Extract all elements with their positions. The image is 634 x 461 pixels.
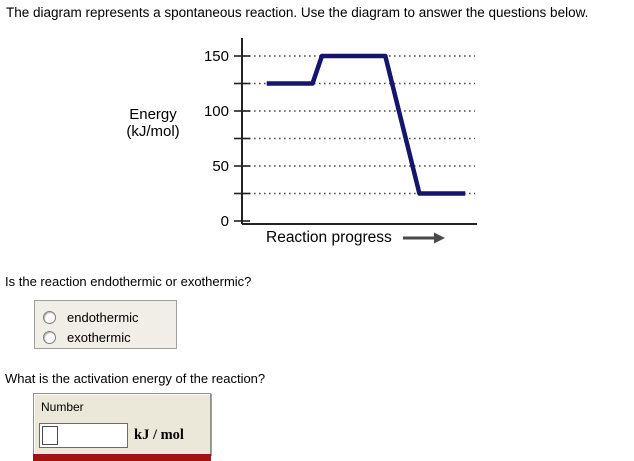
radio-group: endothermic exothermic xyxy=(34,300,177,349)
x-axis-label-text: Reaction progress xyxy=(266,229,392,246)
y-axis-label-line1: Energy xyxy=(129,106,177,123)
activation-energy-input[interactable] xyxy=(39,423,128,448)
energy-curve xyxy=(266,53,466,196)
question-endo-exo-text: Is the reaction endothermic or exothermi… xyxy=(5,274,252,289)
option-endothermic-label: endothermic xyxy=(67,309,139,325)
energy-diagram: 0 50 100 150 xyxy=(204,38,477,230)
radio-endothermic-icon[interactable] xyxy=(43,310,56,324)
y-axis-label: Energy (kJ/mol) xyxy=(114,106,192,140)
red-bar-partial xyxy=(33,454,211,461)
y-tick-label: 50 xyxy=(212,158,229,175)
option-endothermic[interactable]: endothermic xyxy=(35,307,176,327)
option-exothermic[interactable]: exothermic xyxy=(35,327,176,347)
answer-cell[interactable] xyxy=(42,426,58,445)
y-axis-label-line2: (kJ/mol) xyxy=(126,123,180,140)
y-tick-label: 100 xyxy=(204,103,229,120)
option-exothermic-label: exothermic xyxy=(67,329,131,345)
number-panel-label: Number xyxy=(41,400,84,414)
y-tick-label: 150 xyxy=(204,48,229,65)
unit-label: kJ / mol xyxy=(134,427,184,443)
radio-exothermic-icon[interactable] xyxy=(43,330,56,344)
number-answer-panel: Number kJ / mol xyxy=(33,393,211,455)
y-tick-label: 0 xyxy=(221,213,229,230)
x-axis-label: Reaction progress xyxy=(266,229,446,247)
right-arrow-icon xyxy=(402,232,445,244)
question-intro-text: The diagram represents a spontaneous rea… xyxy=(6,5,589,20)
question-activation-text: What is the activation energy of the rea… xyxy=(5,371,266,386)
